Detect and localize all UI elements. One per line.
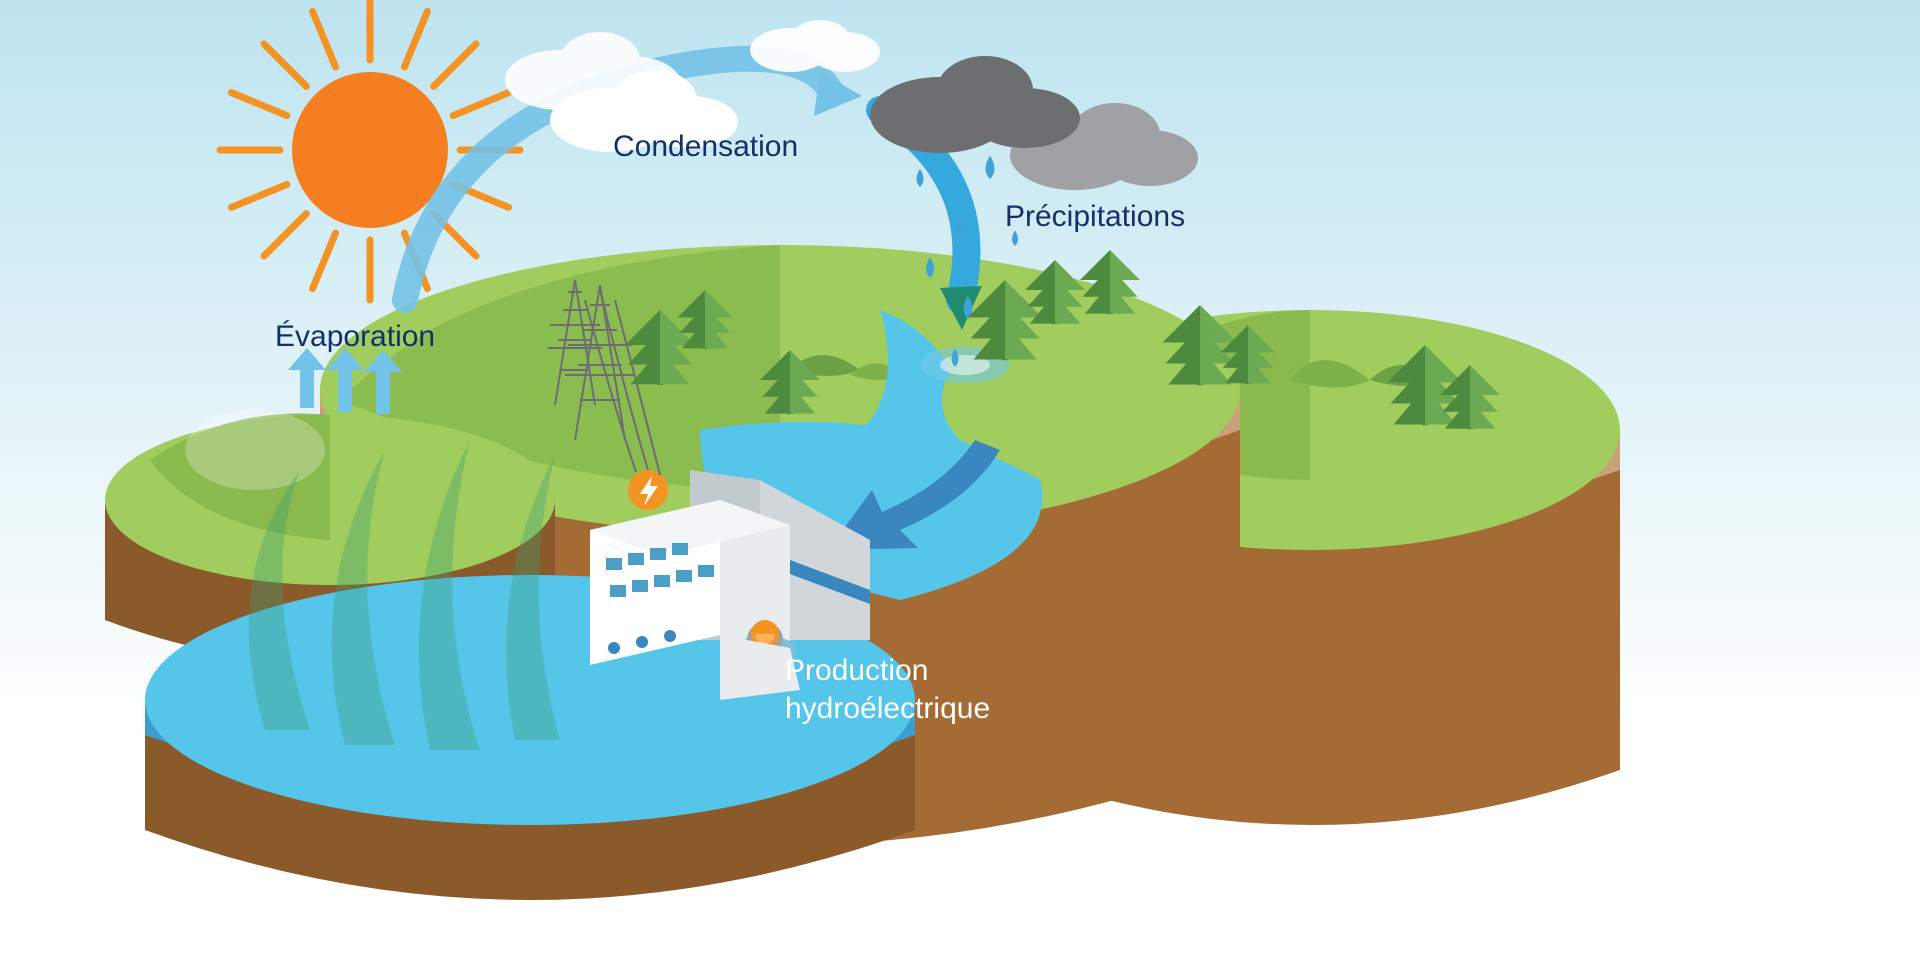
condensation-label: Condensation	[613, 130, 798, 164]
production-label-1: Production	[785, 654, 928, 688]
production-label-2: hydroélectrique	[785, 692, 990, 726]
water-cycle-diagram: Évaporation Condensation Précipitations …	[0, 0, 1920, 960]
evaporation-label: Évaporation	[275, 320, 435, 354]
scene-svg	[0, 0, 1920, 960]
precipitation-label: Précipitations	[1005, 200, 1185, 234]
evaporation-arrows	[288, 348, 402, 414]
